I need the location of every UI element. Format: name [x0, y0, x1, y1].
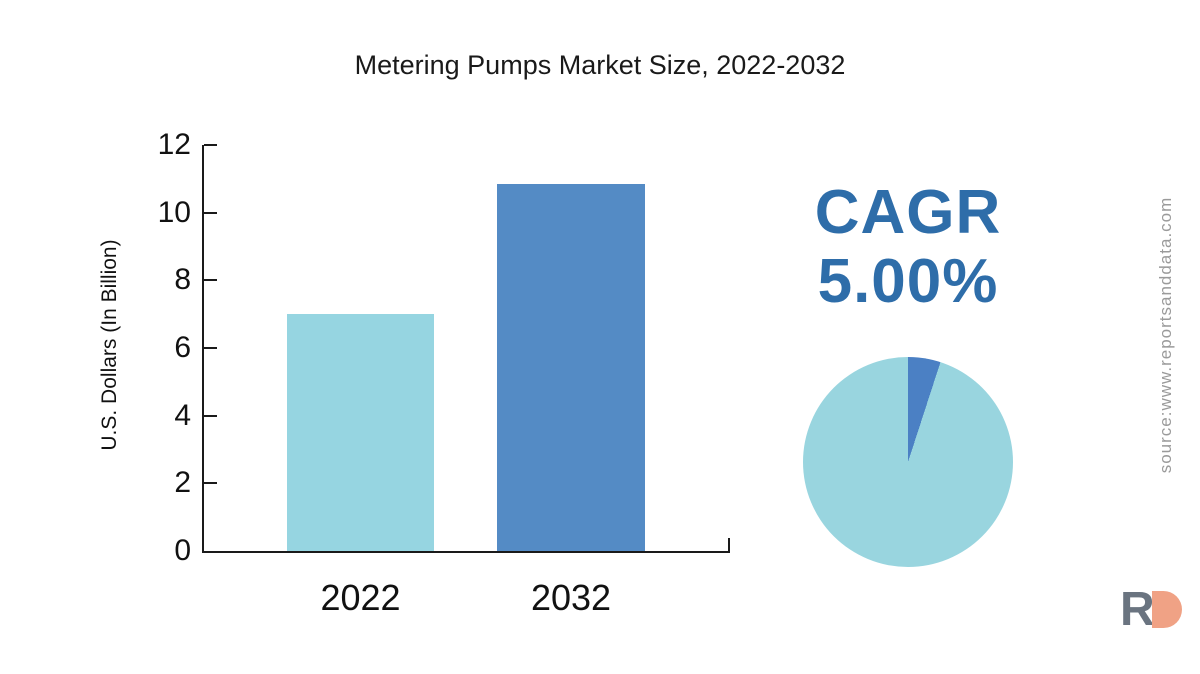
cagr-annotation: CAGR 5.00%	[793, 178, 1023, 317]
y-axis-tick	[204, 211, 217, 214]
y-axis-tick-label: 8	[174, 263, 191, 297]
y-axis-tick-label: 6	[174, 331, 191, 364]
y-axis-tick	[204, 414, 217, 417]
y-axis-tick-label: 0	[174, 534, 191, 567]
bar-2022	[287, 314, 434, 551]
y-axis-tick-label: 2	[174, 466, 191, 500]
reports-and-data-logo: R	[1120, 583, 1182, 636]
logo-letter-r: R	[1120, 583, 1155, 636]
x-axis-category-label: 2022	[320, 577, 401, 618]
y-axis-tick	[204, 144, 217, 146]
cagr-value: 5.00%	[817, 247, 999, 317]
source-attribution: source:www.reportsanddata.com	[1156, 196, 1175, 474]
bar-2032	[497, 184, 645, 551]
x-axis-end-tick	[728, 538, 730, 551]
y-axis-tick-label: 10	[157, 195, 191, 229]
x-axis-category-label: 2032	[530, 577, 612, 618]
y-axis-tick	[204, 482, 217, 485]
cagr-pie-chart	[803, 357, 1013, 567]
chart-title: Metering Pumps Market Size, 2022-2032	[354, 50, 846, 80]
y-axis-tick-label: 4	[174, 398, 191, 432]
bar-chart-plot-area: 0 2 4 6 8 10 12 2022 2032	[158, 130, 730, 618]
y-axis-tick	[204, 347, 217, 349]
cagr-label: CAGR	[814, 178, 1002, 247]
y-axis-label: U.S. Dollars (In Billion)	[98, 239, 121, 451]
y-axis-tick	[204, 279, 217, 282]
y-axis-tick-label: 12	[157, 128, 191, 161]
logo-letter-d-shape	[1151, 591, 1182, 628]
